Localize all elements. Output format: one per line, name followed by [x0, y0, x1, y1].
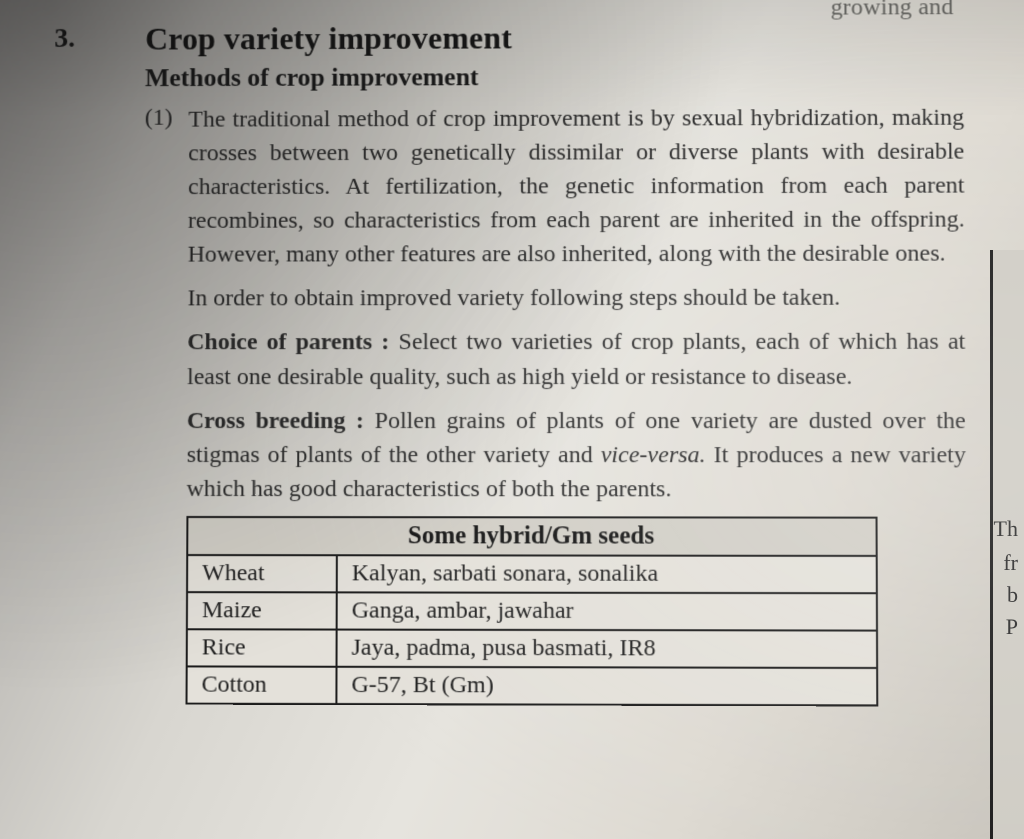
crop-cell: Rice	[187, 629, 337, 666]
seeds-cell: Jaya, padma, pusa basmati, IR8	[337, 629, 878, 667]
table-title: Some hybrid/Gm seeds	[187, 517, 876, 556]
seeds-cell: Kalyan, sarbati sonara, sonalika	[337, 555, 877, 593]
table-header-row: Some hybrid/Gm seeds	[187, 517, 876, 556]
hybrid-seeds-table: Some hybrid/Gm seeds Wheat Kalyan, sarba…	[186, 516, 879, 706]
table-row: Wheat Kalyan, sarbati sonara, sonalika	[187, 555, 877, 593]
cross-breeding: Cross breeding : Pollen grains of plants…	[186, 404, 966, 507]
cross-lead: Cross breeding :	[187, 408, 375, 434]
seeds-cell: Ganga, ambar, jawahar	[337, 592, 877, 630]
top-clipped-text: growing and	[831, 0, 954, 22]
question-number: 3.	[54, 23, 75, 55]
margin-stub: b	[1007, 582, 1018, 608]
table-row: Cotton G-57, Bt (Gm)	[187, 666, 878, 705]
margin-stub: fr	[1003, 550, 1018, 576]
choice-of-parents: Choice of parents : Select two varieties…	[187, 325, 966, 394]
table-row: Maize Ganga, ambar, jawahar	[187, 592, 877, 630]
item-number: (1)	[144, 103, 189, 282]
margin-stub: P	[1006, 614, 1018, 640]
seeds-cell: G-57, Bt (Gm)	[336, 667, 877, 706]
crop-cell: Maize	[187, 592, 337, 629]
next-page-edge: Th fr b P	[990, 250, 1024, 839]
choice-lead: Choice of parents :	[187, 330, 398, 356]
steps-intro: In order to obtain improved variety foll…	[187, 281, 965, 316]
crop-cell: Wheat	[187, 555, 337, 592]
crop-cell: Cotton	[187, 666, 337, 704]
margin-stub: Th	[994, 516, 1018, 542]
item1-paragraph: The traditional method of crop improveme…	[188, 101, 965, 272]
method-item-1: (1) The traditional method of crop impro…	[144, 101, 965, 282]
content-block: Crop variety improvement Methods of crop…	[142, 0, 968, 706]
heading-main: Crop variety improvement	[145, 18, 964, 57]
page: growing and 3. Crop variety improvement …	[0, 0, 1024, 839]
heading-sub: Methods of crop improvement	[145, 61, 964, 93]
cross-vice-versa: vice-versa.	[601, 442, 706, 468]
table-row: Rice Jaya, padma, pusa basmati, IR8	[187, 629, 877, 668]
